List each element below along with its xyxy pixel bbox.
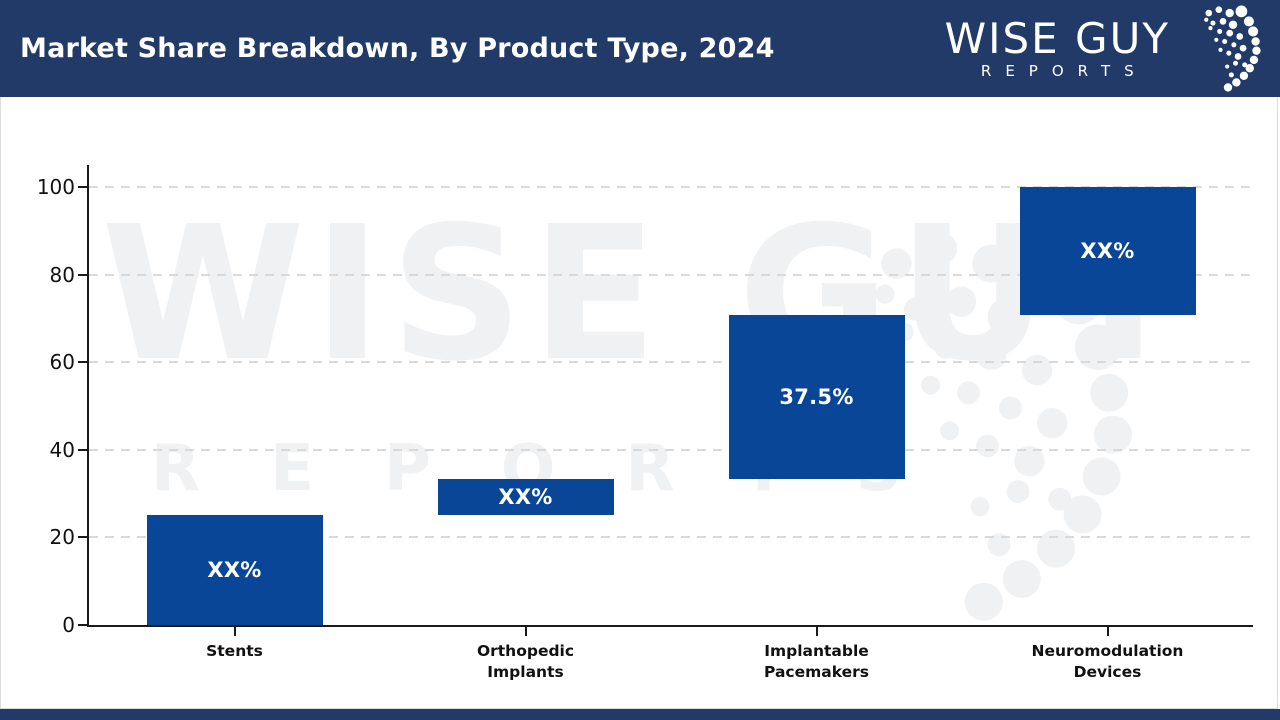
- plot-area: 0 20 40 60 80 100 XX% Stents XX% Orthopedic Impla…: [37, 165, 1253, 681]
- y-tick-mark: [78, 185, 87, 188]
- x-category-label: Orthopedic Implants: [476, 642, 575, 681]
- y-tick-mark: [78, 624, 87, 626]
- bar: 37.5%: [728, 314, 905, 480]
- y-tick-label: 20: [49, 525, 75, 550]
- header: Market Share Breakdown, By Product Type,…: [0, 0, 1280, 97]
- gridline: [89, 185, 1253, 188]
- bar: XX%: [146, 515, 323, 625]
- y-tick-mark: [78, 448, 87, 451]
- bar-value-label: XX%: [498, 485, 553, 510]
- brand-subname: REPORTS: [980, 62, 1148, 80]
- footer-bar: [0, 709, 1280, 720]
- chart-title: Market Share Breakdown, By Product Type,…: [20, 33, 775, 64]
- gridline: [89, 361, 1253, 364]
- x-tick-mark: [524, 627, 527, 636]
- x-tick-mark: [1106, 627, 1109, 636]
- bar: XX%: [1019, 186, 1196, 315]
- y-tick-label: 100: [36, 174, 75, 199]
- x-category-label: Implantable Pacemakers: [764, 642, 869, 681]
- y-tick-label: 60: [49, 350, 75, 375]
- brand-name: WISE GUY: [944, 14, 1170, 63]
- chart-canvas: WISE GUY REPORTS: [0, 97, 1278, 709]
- x-category-label: Stents: [206, 642, 263, 660]
- y-axis-line: [87, 165, 89, 627]
- y-tick-label: 80: [49, 262, 75, 287]
- y-tick-mark: [78, 273, 87, 276]
- bar-value-label: XX%: [1080, 238, 1135, 263]
- gridline: [89, 273, 1253, 276]
- bar-value-label: 37.5%: [779, 384, 854, 409]
- x-axis-line: [87, 625, 1253, 627]
- y-tick-label: 40: [49, 437, 75, 462]
- x-tick-mark: [233, 627, 236, 636]
- y-tick-label: 0: [62, 613, 75, 637]
- y-tick-mark: [78, 536, 87, 539]
- bar-value-label: XX%: [207, 558, 262, 583]
- gridline: [89, 536, 1253, 539]
- brand-logo-text: WISE GUY REPORTS: [945, 18, 1170, 79]
- bar: XX%: [437, 479, 614, 516]
- x-tick-mark: [815, 627, 818, 636]
- brand-logo: WISE GUY REPORTS: [945, 3, 1266, 95]
- dotted-face-icon: [1204, 5, 1261, 92]
- y-tick-mark: [78, 361, 87, 364]
- x-category-label: Neuromodulation Devices: [1031, 642, 1184, 681]
- gridline: [89, 448, 1253, 451]
